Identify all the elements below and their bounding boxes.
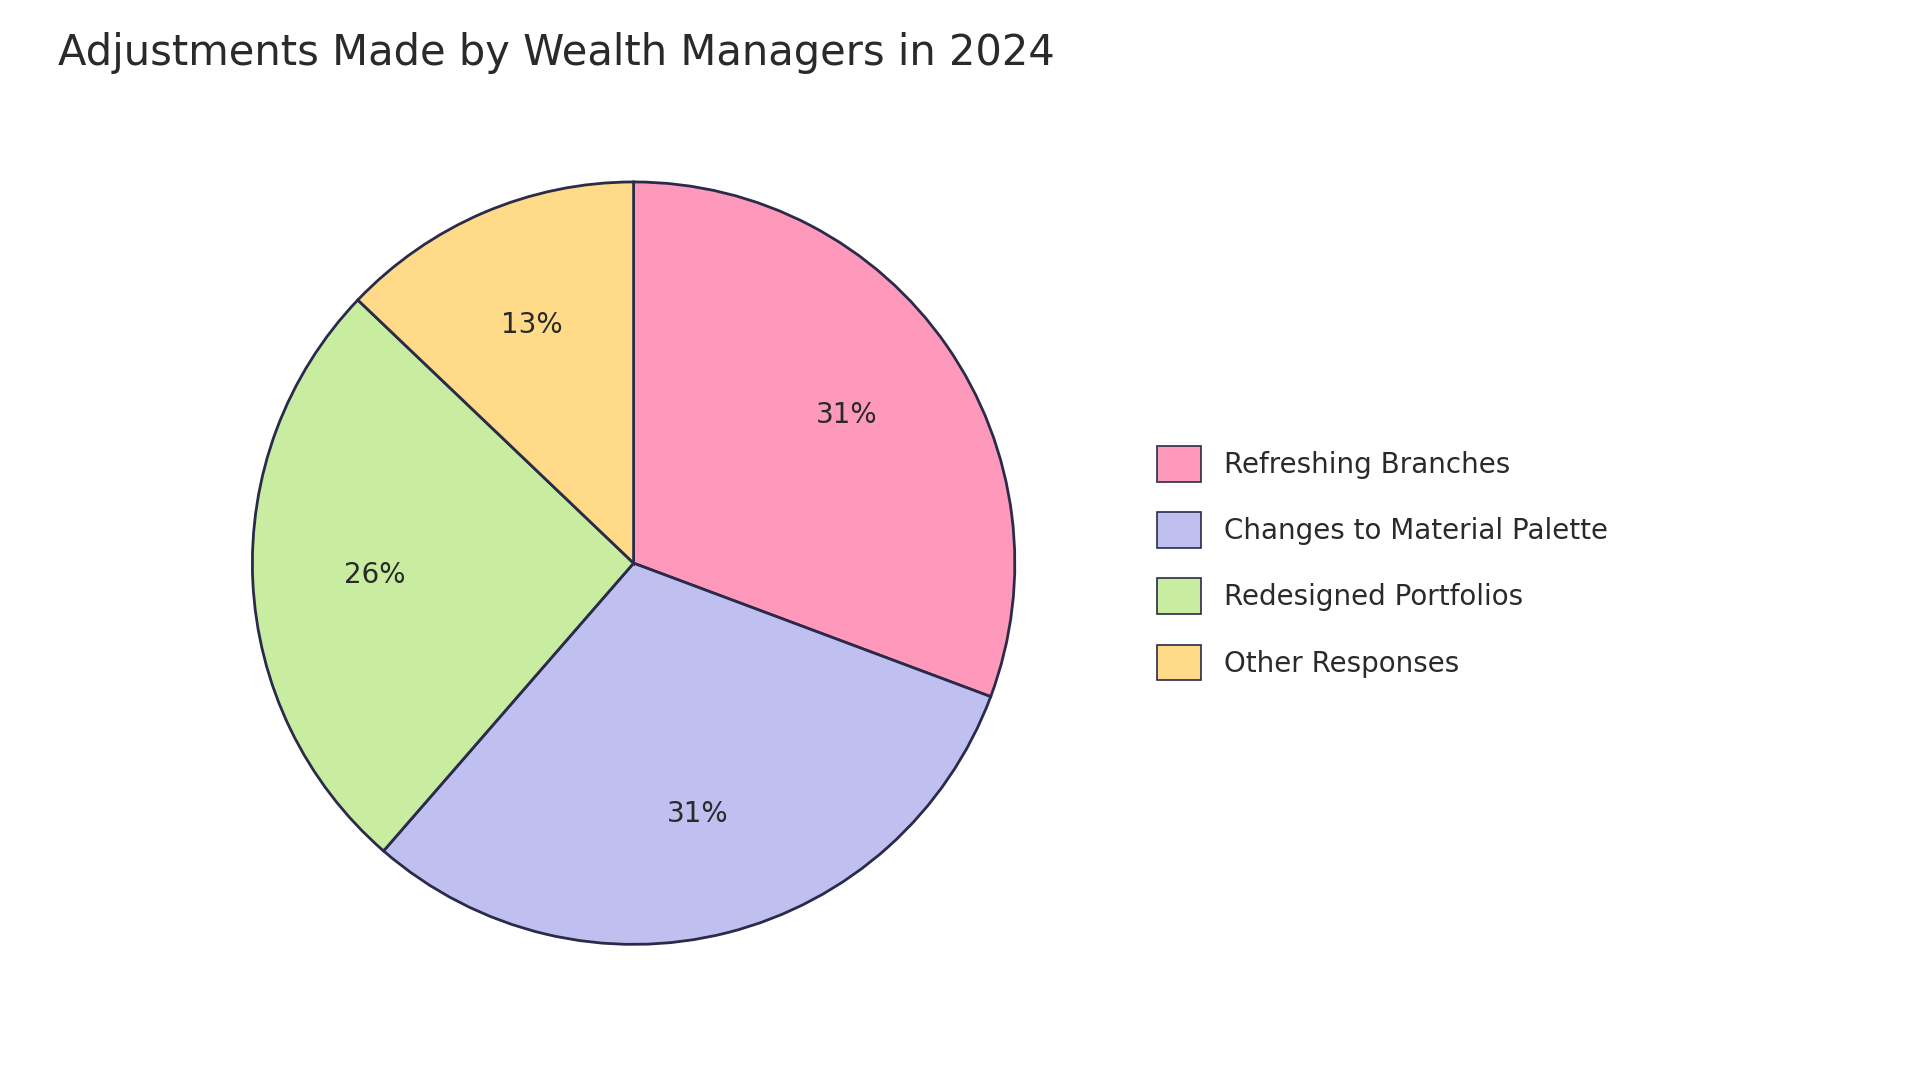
Wedge shape [384,563,991,944]
Text: 31%: 31% [666,800,728,828]
Legend: Refreshing Branches, Changes to Material Palette, Redesigned Portfolios, Other R: Refreshing Branches, Changes to Material… [1142,432,1622,694]
Wedge shape [252,300,634,851]
Text: 26%: 26% [344,561,405,589]
Text: Adjustments Made by Wealth Managers in 2024: Adjustments Made by Wealth Managers in 2… [58,32,1054,75]
Wedge shape [357,182,634,563]
Text: 13%: 13% [501,311,563,339]
Text: 31%: 31% [816,402,877,429]
Wedge shape [634,182,1016,696]
